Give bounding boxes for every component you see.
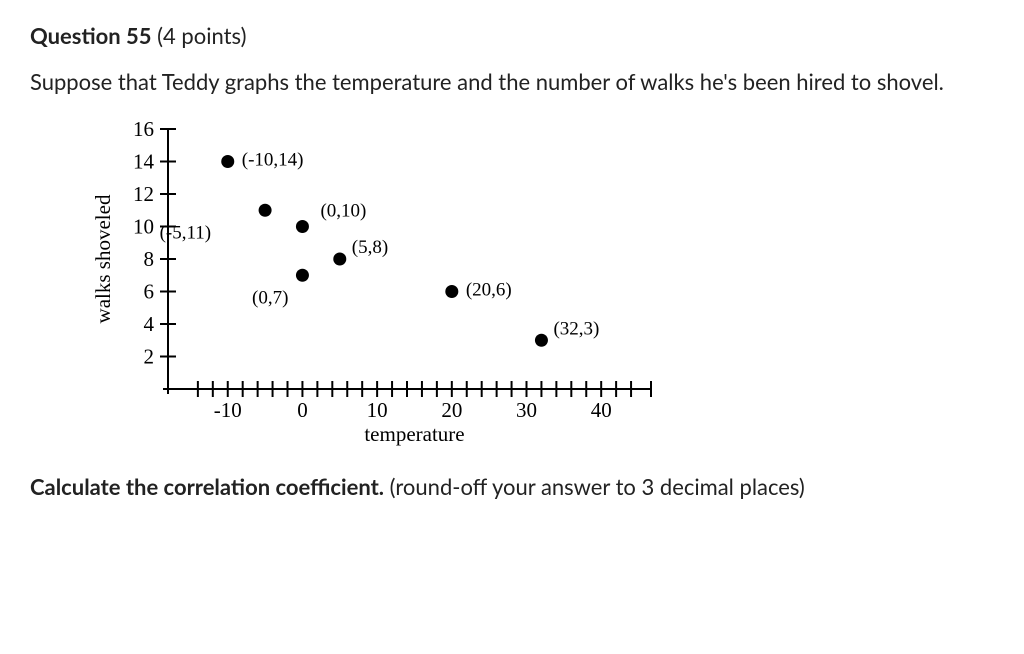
- instruction-bold: Calculate the correlation coefficient.: [30, 473, 384, 500]
- svg-text:12: 12: [133, 182, 154, 206]
- svg-text:0: 0: [297, 398, 308, 422]
- svg-text:temperature: temperature: [364, 422, 464, 446]
- svg-text:10: 10: [367, 398, 388, 422]
- svg-text:4: 4: [144, 312, 155, 336]
- question-points: (4 points): [152, 22, 247, 49]
- svg-text:16: 16: [133, 119, 154, 141]
- question-page: Question 55 (4 points) Suppose that Tedd…: [0, 0, 1024, 500]
- question-header: Question 55 (4 points): [30, 22, 994, 49]
- instruction-normal: (round-off your answer to 3 decimal plac…: [384, 473, 805, 500]
- svg-text:6: 6: [144, 280, 155, 304]
- svg-text:(-5,11): (-5,11): [160, 222, 212, 243]
- svg-text:(32,3): (32,3): [553, 318, 599, 339]
- svg-text:20: 20: [441, 398, 462, 422]
- question-number: Question 55: [30, 22, 152, 49]
- svg-text:10: 10: [133, 215, 154, 239]
- svg-text:-10: -10: [214, 398, 242, 422]
- question-prompt: Suppose that Teddy graphs the temperatur…: [30, 65, 994, 99]
- svg-text:2: 2: [144, 345, 155, 369]
- svg-text:(20,6): (20,6): [466, 280, 512, 301]
- svg-text:(0,10): (0,10): [320, 201, 366, 222]
- svg-text:walks shoveled: walks shoveled: [91, 194, 115, 323]
- question-instruction: Calculate the correlation coefficient. (…: [30, 473, 994, 500]
- svg-text:14: 14: [133, 150, 155, 174]
- svg-text:30: 30: [516, 398, 537, 422]
- svg-text:(0,7): (0,7): [252, 287, 288, 308]
- svg-text:(-10,14): (-10,14): [242, 150, 304, 171]
- svg-text:(5,8): (5,8): [352, 237, 388, 258]
- chart-container: 2 4 6 8 10 12 14 16 -10 0 10 20 30 40 temperature walks…: [30, 107, 994, 453]
- svg-text:8: 8: [144, 247, 155, 271]
- svg-text:40: 40: [591, 398, 612, 422]
- scatter-chart: 2 4 6 8 10 12 14 16 -10 0 10 20 30 40 temperature walks…: [86, 119, 666, 449]
